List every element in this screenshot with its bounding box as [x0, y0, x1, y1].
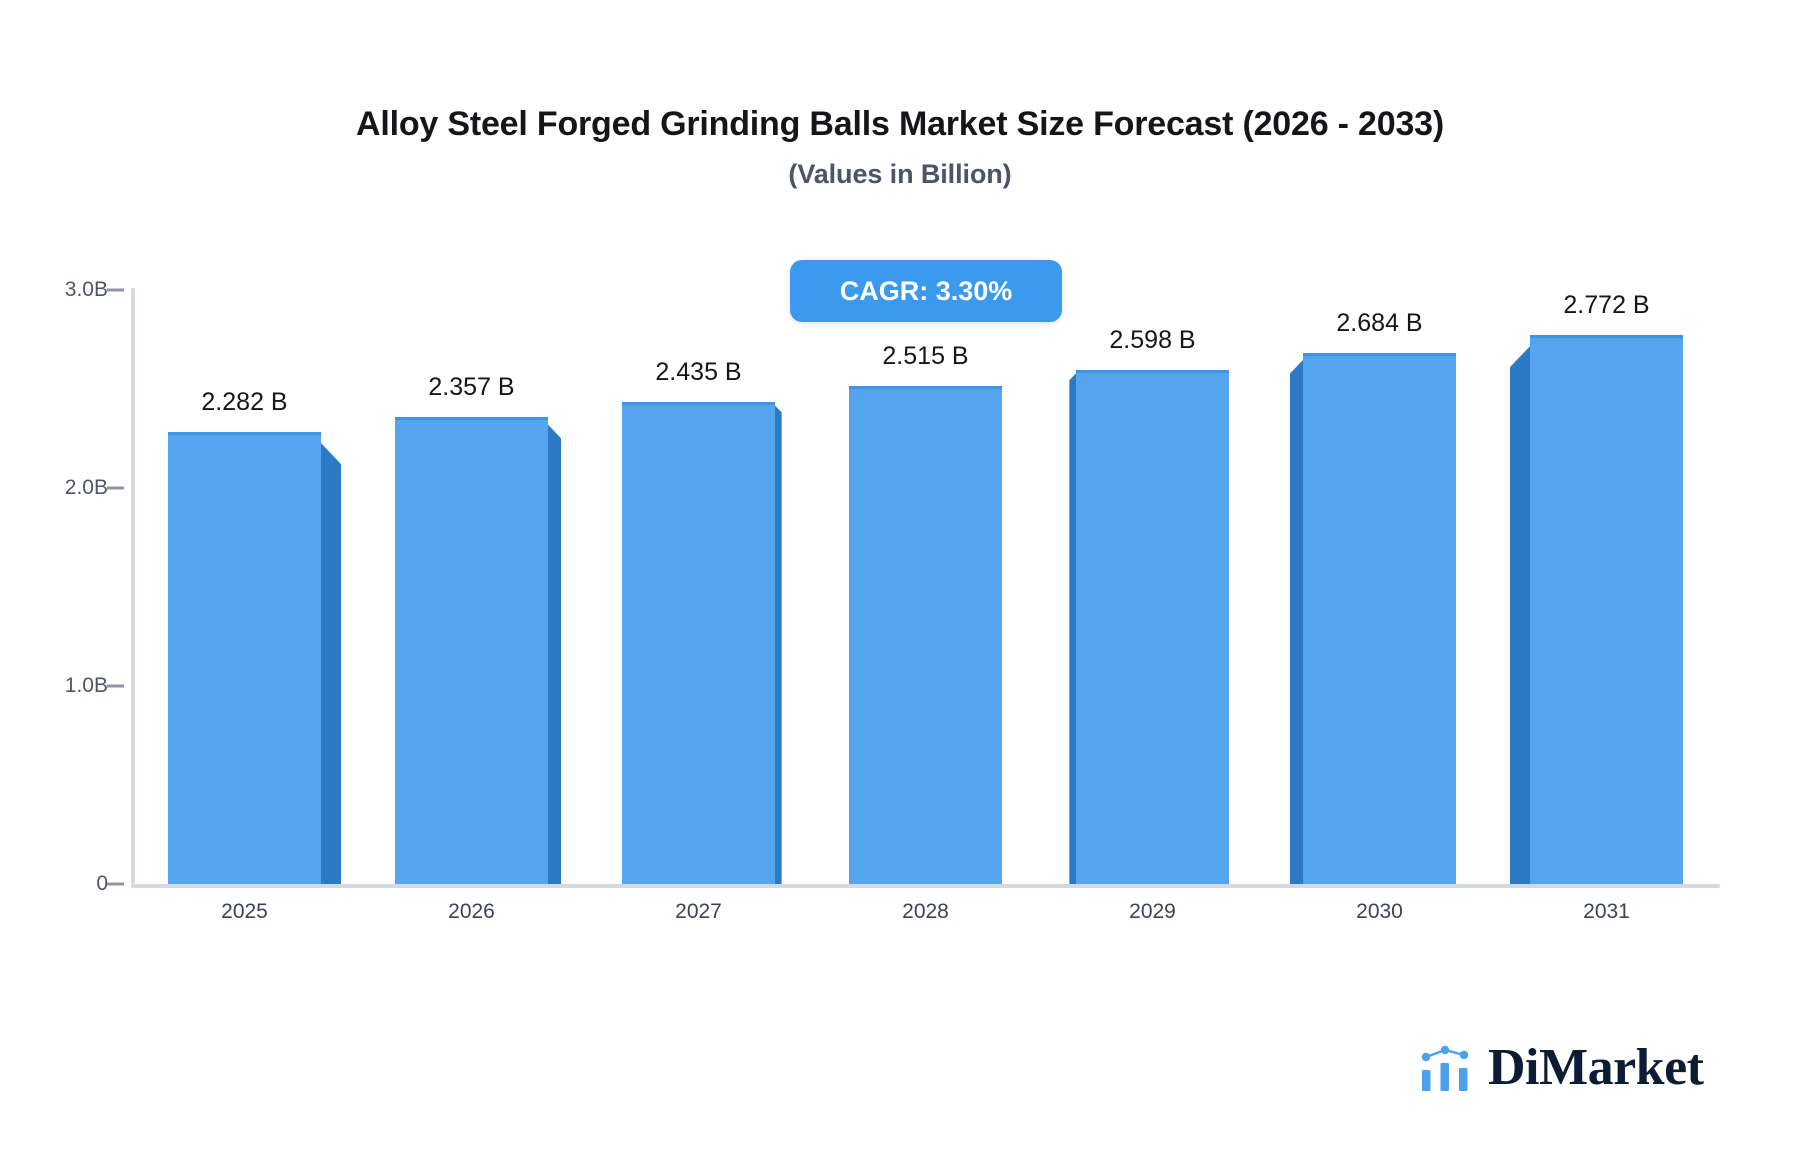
- bar-front-face: [1303, 352, 1456, 884]
- logo-text: DiMarket: [1488, 1039, 1704, 1096]
- x-axis-tick-label: 2029: [1129, 900, 1176, 923]
- bar-value-label: 2.282 B: [201, 388, 288, 417]
- bar-side-face: [1510, 346, 1530, 884]
- bar-chart-icon: [1418, 1044, 1474, 1092]
- bar[interactable]: [849, 386, 1002, 884]
- bar[interactable]: [1289, 352, 1456, 884]
- bar-value-label: 2.598 B: [1109, 325, 1196, 354]
- bar-side-face: [1289, 359, 1303, 884]
- y-axis-tick-label: 2.0B: [64, 476, 108, 499]
- bar[interactable]: [622, 401, 782, 884]
- bar-side-face: [321, 443, 341, 884]
- x-axis-line: [131, 884, 1720, 888]
- bar-value-label: 2.772 B: [1563, 291, 1650, 320]
- bar-side-face: [548, 424, 562, 884]
- cagr-badge: CAGR: 3.30%: [790, 260, 1062, 322]
- bar-side-face: [775, 405, 782, 884]
- x-axis-tick-label: 2028: [902, 900, 949, 923]
- bar-front-face: [168, 432, 321, 884]
- title-block: Alloy Steel Forged Grinding Balls Market…: [0, 104, 1800, 190]
- x-axis-tick-label: 2031: [1583, 900, 1630, 923]
- bar-front-face: [1076, 369, 1229, 884]
- y-axis-line: [131, 288, 135, 884]
- y-axis-tick-mark: [107, 288, 124, 292]
- bar[interactable]: [168, 432, 341, 884]
- bar-side-face: [1069, 373, 1076, 884]
- bar-value-label: 2.357 B: [428, 373, 515, 402]
- x-axis-tick-label: 2025: [221, 900, 268, 923]
- bar-front-face: [622, 401, 775, 884]
- x-axis-tick-label: 2030: [1356, 900, 1403, 923]
- x-axis-tick-label: 2027: [675, 900, 722, 923]
- y-axis-tick-label: 3.0B: [64, 278, 108, 301]
- y-axis-tick-mark: [107, 882, 124, 886]
- bar-value-label: 2.515 B: [882, 342, 969, 371]
- bar-front-face: [395, 417, 548, 884]
- chart-subtitle: (Values in Billion): [788, 158, 1012, 189]
- bar-front-face: [849, 386, 1002, 884]
- y-axis-tick-mark: [107, 486, 124, 490]
- bar-front-face: [1530, 335, 1683, 884]
- y-axis-tick-mark: [107, 684, 124, 688]
- y-axis-tick-label: 0: [96, 872, 108, 895]
- bar[interactable]: [395, 417, 562, 884]
- page-title: Alloy Steel Forged Grinding Balls Market…: [356, 105, 1444, 143]
- bar-value-label: 2.435 B: [655, 357, 742, 386]
- bar-value-label: 2.684 B: [1336, 308, 1423, 337]
- bar[interactable]: [1069, 369, 1229, 884]
- y-axis-tick-label: 1.0B: [64, 674, 108, 697]
- bar[interactable]: [1510, 335, 1683, 884]
- dimarket-logo: DiMarket: [1418, 1039, 1704, 1096]
- x-axis-tick-label: 2026: [448, 900, 495, 923]
